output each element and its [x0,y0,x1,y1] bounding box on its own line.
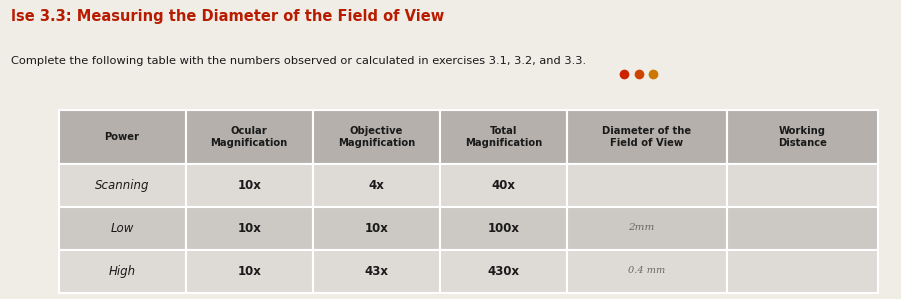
Text: 40x: 40x [491,179,515,192]
Bar [186,207,313,250]
Text: 0.4 mm: 0.4 mm [628,266,665,275]
Bar [59,250,186,292]
Text: 10x: 10x [237,179,261,192]
Bar [186,109,313,164]
Text: 10x: 10x [237,222,261,235]
Bar [727,207,878,250]
Text: Scanning: Scanning [95,179,150,192]
Bar [59,109,186,164]
Bar [313,207,440,250]
Text: Working
Distance: Working Distance [778,126,827,148]
Bar [567,207,727,250]
Bar [59,207,186,250]
Bar [440,109,567,164]
Text: 4x: 4x [369,179,384,192]
Bar [313,164,440,207]
Text: 10x: 10x [364,222,388,235]
Bar [567,164,727,207]
Bar [567,109,727,164]
Bar [440,164,567,207]
Text: High: High [108,265,136,278]
Bar [313,250,440,292]
Bar [186,164,313,207]
Bar [727,109,878,164]
Bar [567,250,727,292]
Bar [59,164,186,207]
Text: Low: Low [111,222,133,235]
Bar [440,250,567,292]
Text: 2mm: 2mm [628,223,654,232]
Text: Diameter of the
Field of View: Diameter of the Field of View [602,126,691,148]
Text: 430x: 430x [487,265,520,278]
Text: 100x: 100x [487,222,519,235]
Bar [313,109,440,164]
Text: Objective
Magnification: Objective Magnification [338,126,414,148]
Text: Ocular
Magnification: Ocular Magnification [211,126,287,148]
Text: 10x: 10x [237,265,261,278]
Bar [186,250,313,292]
Bar [727,164,878,207]
Text: lse 3.3: Measuring the Diameter of the Field of View: lse 3.3: Measuring the Diameter of the F… [11,9,444,24]
Text: Power: Power [105,132,140,142]
Bar [440,207,567,250]
Text: Complete the following table with the numbers observed or calculated in exercise: Complete the following table with the nu… [11,56,586,65]
Bar [727,250,878,292]
Text: 43x: 43x [364,265,388,278]
Text: Total
Magnification: Total Magnification [465,126,542,148]
